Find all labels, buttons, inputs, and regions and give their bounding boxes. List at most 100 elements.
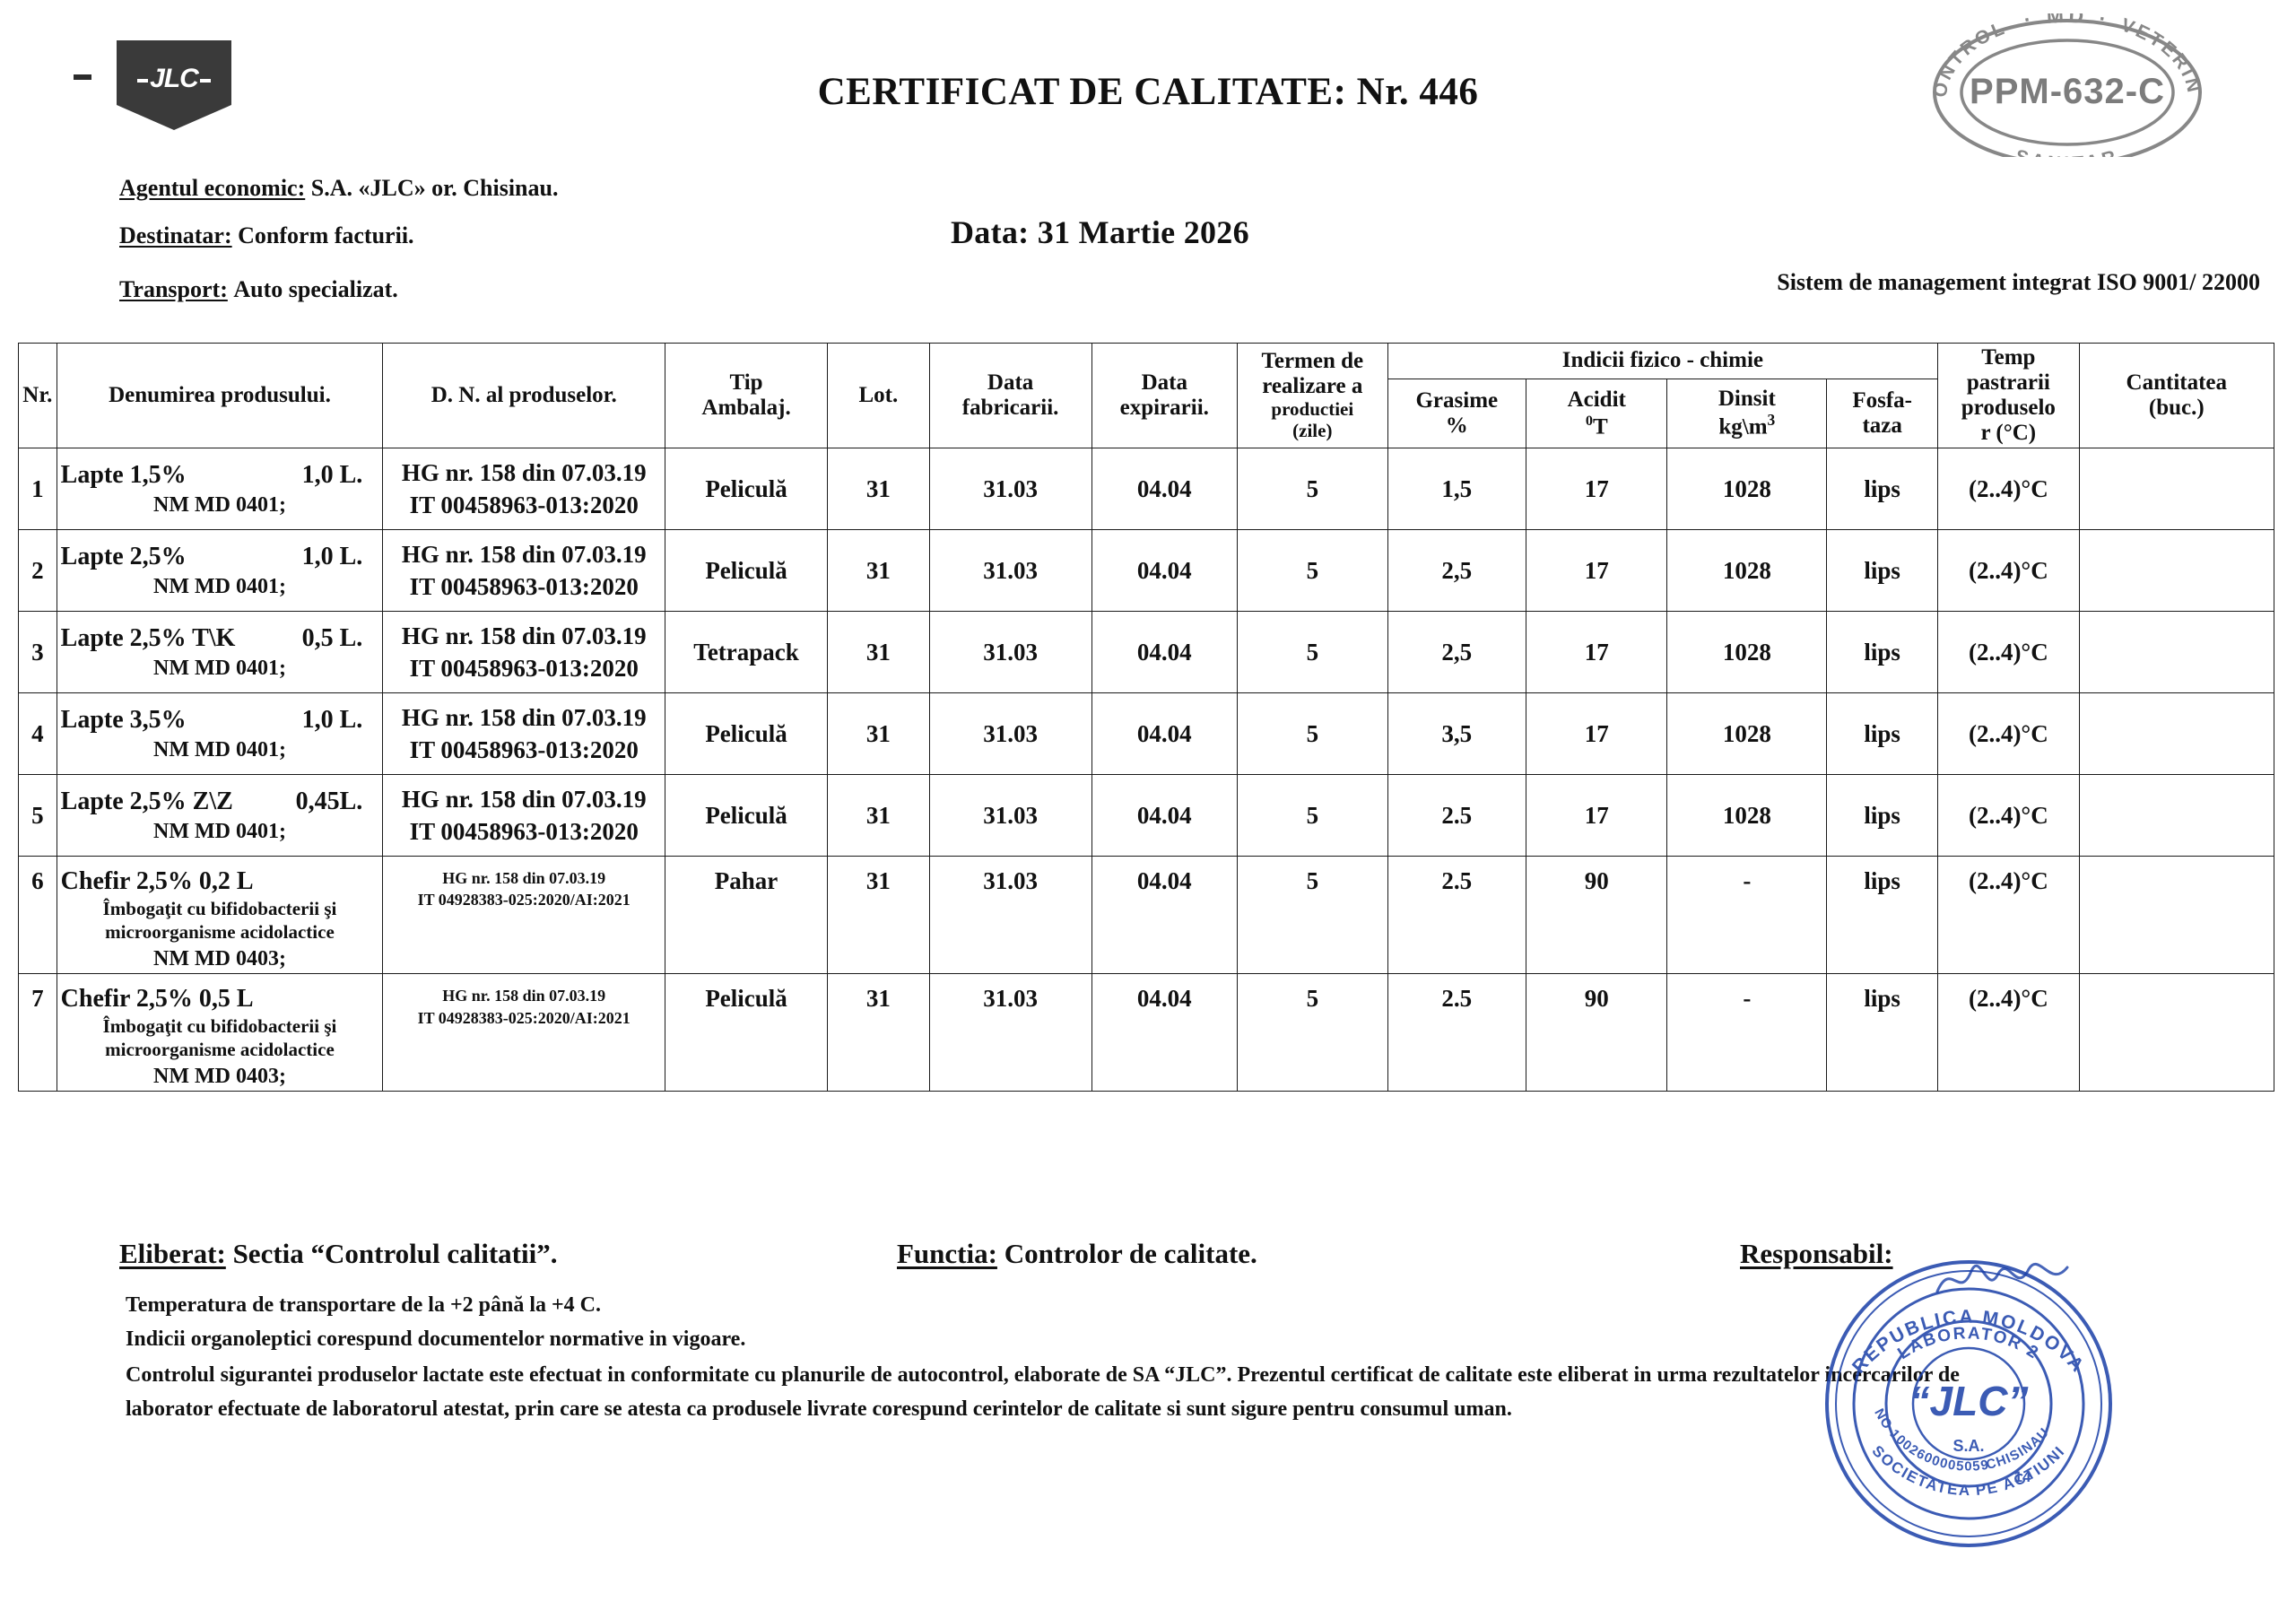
cell-nr: 5	[18, 774, 57, 857]
cell-cantitatea	[2078, 611, 2275, 693]
col-acidit-l2: 0T	[1585, 412, 1608, 439]
destinatar-line: Destinatar: Conform facturii.	[119, 222, 414, 249]
col-dn-produselor: D. N. al produselor.	[382, 343, 666, 448]
cell-product-name: Chefir 2,5% 0,5 L Îmbogаţit cu bifidobact…	[56, 973, 384, 1092]
cell-tip-ambalaj: Peliculă	[665, 692, 828, 775]
logo-dash-mark	[74, 74, 91, 80]
document-header: JLC CERTIFICAT DE CALITATE: Nr. 446 Agen…	[0, 0, 2296, 323]
product-volume: 0,45L.	[295, 787, 363, 815]
product-volume: 1,0 L.	[301, 542, 363, 570]
product-standard-code: NM MD 0401;	[152, 737, 286, 761]
table-row: 6 Chefir 2,5% 0,2 L Îmbogаţit cu bifidobac…	[18, 855, 2275, 975]
dn-line-1: HG nr. 158 din 07.03.19	[401, 458, 647, 486]
cell-fosfataza: lips	[1826, 529, 1939, 612]
col-termen-l1: Termen de	[1261, 349, 1364, 374]
eliberat-label: Eliberat:	[119, 1238, 226, 1269]
cell-data-fabricarii: 31.03	[928, 774, 1092, 857]
cell-lot: 31	[826, 692, 930, 775]
cell-dinsit: 1028	[1666, 448, 1828, 530]
product-standard-code: NM MD 0401;	[152, 574, 286, 598]
cell-dinsit: 1028	[1666, 774, 1828, 857]
col-cantitatea: Cantitatea (buc.)	[2078, 343, 2275, 448]
cell-termen-realizare: 5	[1237, 855, 1388, 975]
transport-value: Auto specializat.	[233, 276, 398, 302]
cell-tip-ambalaj: Pahar	[665, 855, 828, 975]
table-row: 1 Lapte 1,5% 1,0 L. NM MD 0401; HG nr. 158 d…	[18, 448, 2275, 530]
cell-data-fabricarii: 31.03	[928, 611, 1092, 693]
products-table: Nr. Denumirea produsului. D. N. al produ…	[18, 343, 2275, 1092]
cell-acidit: 17	[1525, 611, 1668, 693]
product-name-main: Lapte 2,5% 1,0 L.	[61, 543, 379, 571]
cell-dn-produselor: HG nr. 158 din 07.03.19 IT 04928383-025:2…	[382, 973, 666, 1092]
cell-nr: 2	[18, 529, 57, 612]
product-name-main: Lapte 3,5% 1,0 L.	[61, 706, 379, 735]
col-denumirea: Denumirea produsului.	[56, 343, 384, 448]
cell-nr: 3	[18, 611, 57, 693]
cell-grasime: 2.5	[1387, 774, 1527, 857]
dn-line-2: IT 00458963-013:2020	[409, 573, 639, 600]
cell-product-name: Chefir 2,5% 0,2 L Îmbogаţit cu bifidobact…	[56, 855, 384, 975]
cell-grasime: 2.5	[1387, 973, 1527, 1092]
cell-lot: 31	[826, 855, 930, 975]
product-name-main: Chefir 2,5% 0,5 L	[61, 985, 379, 1014]
cell-termen-realizare: 5	[1237, 448, 1388, 530]
dn-line-1: HG nr. 158 din 07.03.19	[442, 869, 606, 887]
cell-product-name: Lapte 2,5% Z\Z 0,45L. NM MD 0401;	[56, 774, 384, 857]
svg-text:“JLC”: “JLC”	[1909, 1378, 2029, 1424]
cell-grasime: 1,5	[1387, 448, 1527, 530]
table-row: 4 Lapte 3,5% 1,0 L. NM MD 0401; HG nr. 158 d…	[18, 692, 2275, 775]
svg-text:· MD ·: · MD ·	[2022, 13, 2112, 31]
col-group-indicii-fizico-chimie: Indicii fizico - chimie	[1387, 343, 1939, 379]
cell-data-expirarii: 04.04	[1091, 611, 1239, 693]
agent-economic-value: S.A. «JLC» or. Chisinau.	[310, 175, 559, 201]
dn-line-2: IT 04928383-025:2020/AI:2021	[417, 1008, 631, 1027]
cell-lot: 31	[826, 529, 930, 612]
cell-dn-produselor: HG nr. 158 din 07.03.19 IT 00458963-013:2…	[382, 529, 666, 612]
veterinary-stamp: · MD · CONTROL VETERINAR SANITAR PPM-632…	[1924, 13, 2202, 157]
cell-dn-produselor: HG nr. 158 din 07.03.19 IT 00458963-013:2…	[382, 774, 666, 857]
product-name-text: Lapte 3,5%	[60, 705, 187, 734]
cell-data-fabricarii: 31.03	[928, 692, 1092, 775]
footer-note-organoleptic: Indicii organoleptici corespund document…	[126, 1327, 746, 1351]
responsabil-line: Responsabil:	[1740, 1238, 1893, 1270]
cell-acidit: 17	[1525, 529, 1668, 612]
cell-data-expirarii: 04.04	[1091, 774, 1239, 857]
cell-dn-produselor: HG nr. 158 din 07.03.19 IT 00458963-013:2…	[382, 611, 666, 693]
cell-dinsit: 1028	[1666, 529, 1828, 612]
cell-dinsit: -	[1666, 973, 1828, 1092]
cell-nr: 4	[18, 692, 57, 775]
cell-data-expirarii: 04.04	[1091, 973, 1239, 1092]
col-tip-ambalaj-l2: Ambalaj.	[701, 396, 791, 420]
table-row: 5 Lapte 2,5% Z\Z 0,45L. NM MD 0401; HG nr. 1…	[18, 774, 2275, 857]
cell-data-fabricarii: 31.03	[928, 855, 1092, 975]
product-description: Îmbogаţit cu bifidobacterii şi microorga…	[102, 1015, 337, 1060]
dn-line-2: IT 04928383-025:2020/AI:2021	[417, 891, 631, 909]
cell-tip-ambalaj: Peliculă	[665, 529, 828, 612]
cell-product-name: Lapte 3,5% 1,0 L. NM MD 0401;	[56, 692, 384, 775]
table-header-row-2: Grasime % Acidit 0T Dinsit kg\m3 Fosfa- …	[19, 378, 2274, 449]
logo-label: JLC	[137, 64, 211, 93]
cell-termen-realizare: 5	[1237, 529, 1388, 612]
cell-data-expirarii: 04.04	[1091, 855, 1239, 975]
dn-line-1: HG nr. 158 din 07.03.19	[401, 703, 647, 731]
cell-cantitatea	[2078, 855, 2275, 975]
cell-lot: 31	[826, 448, 930, 530]
dn-line-2: IT 00458963-013:2020	[409, 492, 639, 518]
cell-temp-pastrarii: (2..4)°C	[1937, 855, 2080, 975]
footer-note-control-line2: laborator efectuate de laboratorul atest…	[126, 1397, 1512, 1421]
table-header-row-1: Nr. Denumirea produsului. D. N. al produ…	[18, 343, 2275, 448]
cell-dn-produselor: HG nr. 158 din 07.03.19 IT 00458963-013:2…	[382, 448, 666, 530]
col-acidit-l1: Acidit	[1567, 387, 1626, 412]
col-nr: Nr.	[18, 343, 57, 448]
cell-cantitatea	[2078, 774, 2275, 857]
cell-temp-pastrarii: (2..4)°C	[1937, 529, 2080, 612]
responsabil-label: Responsabil:	[1740, 1238, 1893, 1269]
dn-line-1: HG nr. 158 din 07.03.19	[442, 987, 606, 1005]
cell-temp-pastrarii: (2..4)°C	[1937, 774, 2080, 857]
col-data-fabricarii-l2: fabricarii.	[961, 396, 1059, 420]
cell-dinsit: 1028	[1666, 692, 1828, 775]
table-row: 2 Lapte 2,5% 1,0 L. NM MD 0401; HG nr. 158 d…	[18, 529, 2275, 612]
col-data-fabricarii: Data fabricarii.	[928, 343, 1092, 448]
agent-economic-label: Agentul economic:	[119, 175, 306, 201]
document-date: Data: 31 Martie 2026	[951, 214, 1249, 250]
